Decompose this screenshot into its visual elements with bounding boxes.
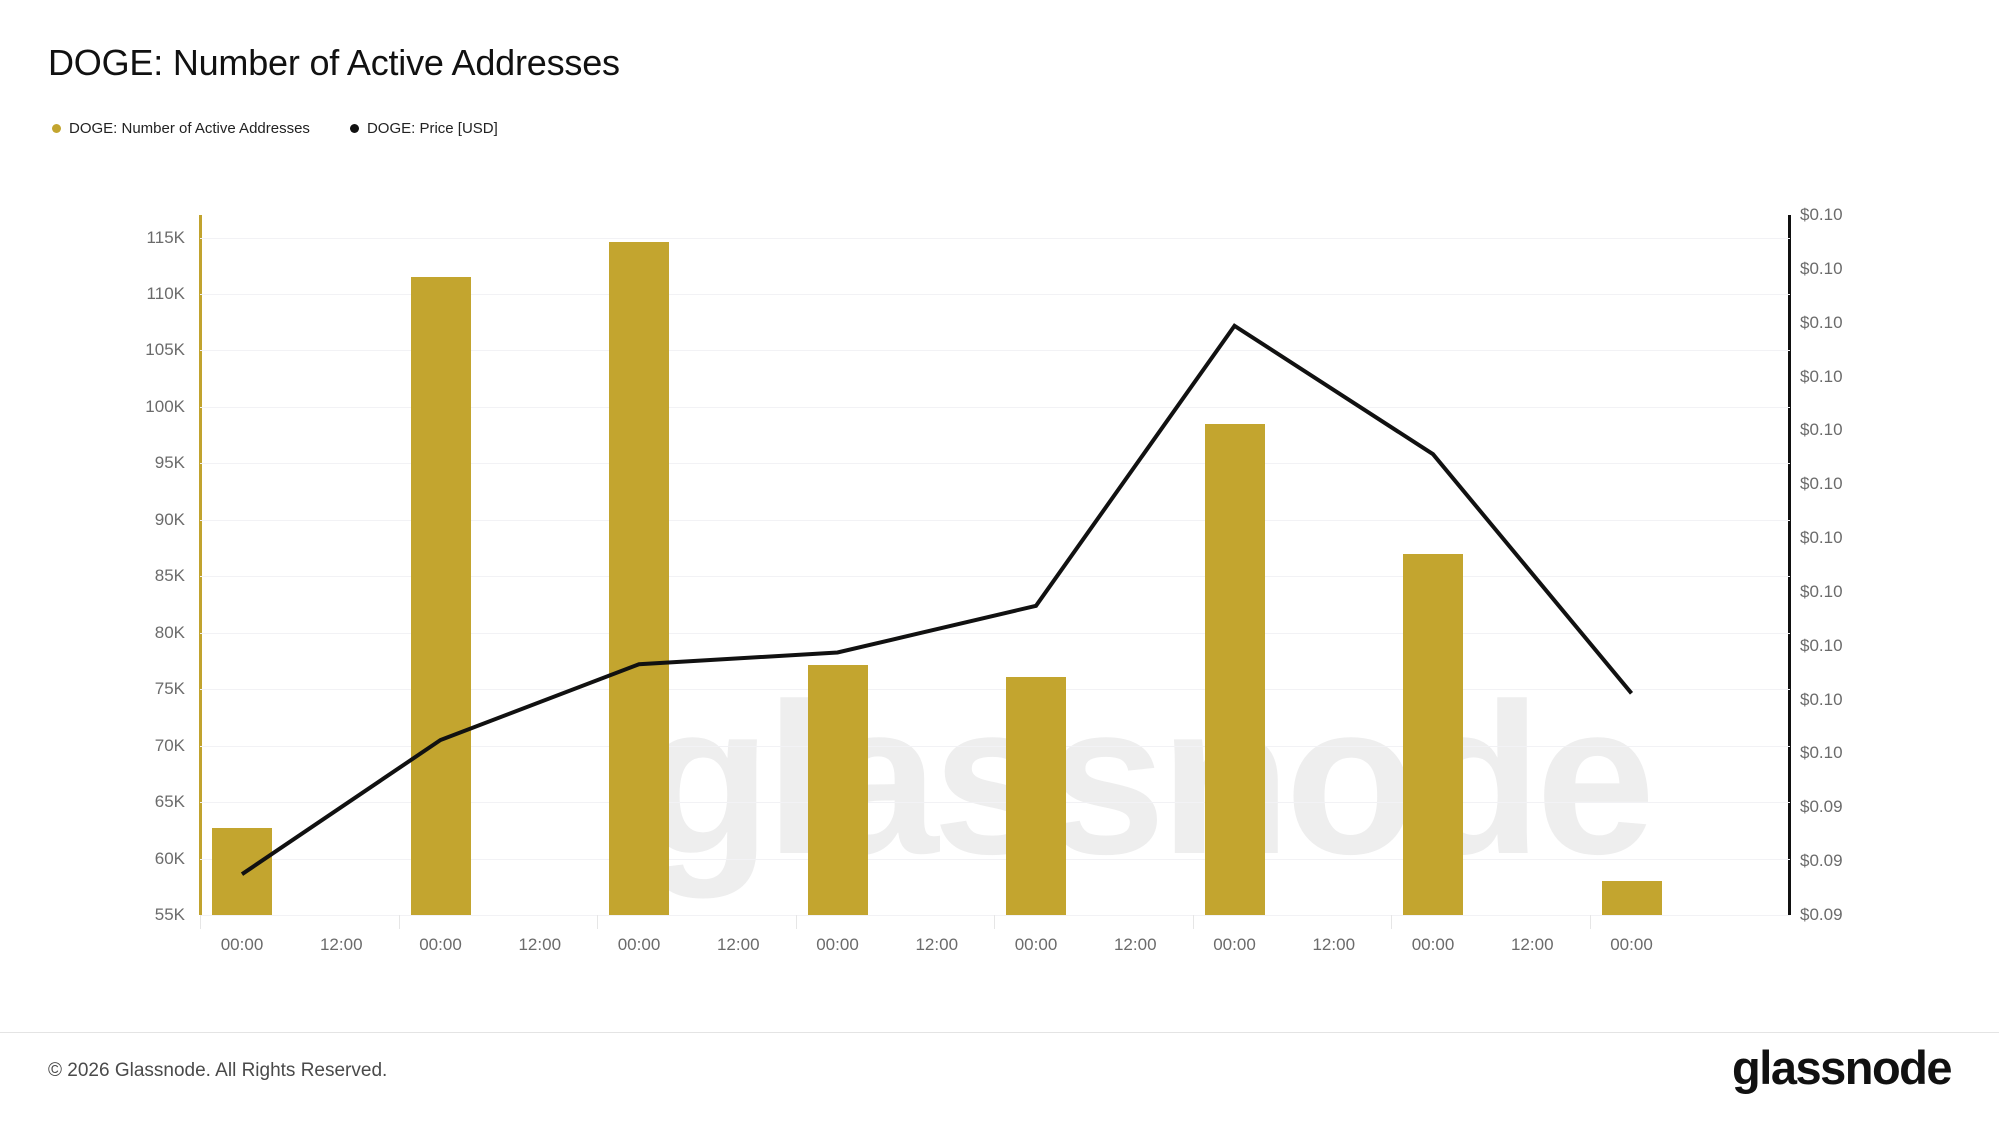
gridline — [200, 915, 1790, 916]
gridline — [200, 237, 1790, 239]
gridline — [200, 294, 1790, 296]
bar[interactable] — [410, 277, 471, 915]
footer-divider — [0, 1032, 1999, 1033]
y-axis-right-tick-label: $0.10 — [1800, 743, 1843, 763]
glassnode-watermark: glassnode — [640, 658, 1655, 899]
x-axis-tick-mark — [597, 915, 598, 929]
x-axis-tick-label: 00:00 — [1411, 935, 1455, 954]
x-axis-tick-mark — [1192, 915, 1194, 929]
bar[interactable] — [609, 242, 669, 915]
bar[interactable] — [1601, 881, 1662, 915]
legend-dot-icon — [349, 124, 359, 133]
x-axis-tick-mark — [1589, 915, 1591, 929]
y-axis-left-tick-label: 75K — [154, 679, 185, 699]
y-axis-right-tick-label: $0.09 — [1800, 905, 1843, 924]
x-axis-tick-label: 00:00 — [220, 935, 264, 954]
x-axis-tick-label: 12:00 — [319, 935, 363, 954]
y-axis-right-tick-label: $0.10 — [1800, 205, 1843, 224]
y-axis-left-tick-label: 65K — [154, 792, 185, 812]
page-title: DOGE: Number of Active Addresses — [48, 42, 620, 83]
y-axis-right-tick-label: $0.10 — [1800, 689, 1843, 709]
bar[interactable] — [807, 665, 868, 915]
x-axis-tick-mark — [1391, 915, 1392, 929]
x-axis-tick-label: 00:00 — [419, 935, 462, 954]
y-axis-right-tick-label: $0.10 — [1800, 366, 1843, 386]
y-axis-left-tick-label: 70K — [154, 735, 185, 755]
y-axis-left-tick-label: 60K — [154, 848, 185, 868]
y-axis-left-tick-label: 55K — [154, 905, 185, 924]
plot-area: glassnode — [200, 215, 1790, 916]
y-axis-right-tick-label: $0.10 — [1800, 420, 1843, 440]
y-axis-left-tick-label: 115K — [146, 227, 185, 247]
legend-item-label: DOGE: Price [USD] — [366, 120, 498, 137]
x-axis-tick-label: 00:00 — [816, 935, 859, 954]
y-axis-right-tick-label: $0.10 — [1800, 581, 1843, 601]
legend-dot-icon — [52, 124, 61, 133]
y-axis-left-tick-label: 85K — [154, 566, 185, 586]
bar[interactable] — [1403, 553, 1463, 915]
x-axis-tick-mark — [398, 915, 400, 929]
y-axis-right-tick-label: $0.10 — [1800, 528, 1843, 548]
copyright-text: © 2026 Glassnode. All Rights Reserved. — [48, 1060, 388, 1081]
x-axis-tick-label: 12:00 — [1312, 935, 1356, 954]
y-axis-right-tick-label: $0.10 — [1800, 312, 1843, 332]
x-axis-tick-label: 12:00 — [1510, 935, 1554, 954]
bar[interactable] — [1006, 676, 1066, 915]
x-axis-tick-label: 12:00 — [716, 935, 760, 954]
x-axis-tick-mark — [200, 915, 201, 929]
y-axis-left-tick-label: 90K — [154, 509, 185, 529]
legend-item-label: DOGE: Number of Active Addresses — [69, 120, 310, 137]
y-axis-left-tick-label: 105K — [145, 340, 185, 360]
y-axis-right-tick-label: $0.10 — [1800, 474, 1843, 494]
bar[interactable] — [212, 828, 272, 915]
x-axis-tick-label: 12:00 — [518, 935, 562, 954]
x-axis-tick-mark — [795, 915, 797, 929]
bar[interactable] — [1204, 423, 1265, 915]
y-axis-right-tick-label: $0.10 — [1800, 635, 1843, 655]
x-axis-tick-label: 12:00 — [915, 935, 959, 954]
y-axis-right-tick-label: $0.09 — [1800, 851, 1843, 871]
y-axis-left-line — [199, 215, 202, 915]
x-axis-tick-label: 00:00 — [1213, 935, 1256, 954]
x-axis-tick-mark — [994, 915, 995, 929]
legend-item-active-addresses[interactable]: DOGE: Number of Active Addresses — [52, 120, 310, 137]
y-axis-left-tick-label: 100K — [145, 396, 185, 416]
y-axis-left-tick-label: 80K — [154, 622, 185, 642]
y-axis-left-tick-label: 110K — [146, 284, 185, 304]
legend-item-price[interactable]: DOGE: Price [USD] — [349, 120, 498, 137]
y-axis-right-tick-label: $0.10 — [1800, 258, 1843, 278]
x-axis-tick-label: 12:00 — [1113, 935, 1157, 954]
x-axis-tick-label: 00:00 — [617, 935, 661, 954]
chart-legend: DOGE: Number of Active Addresses DOGE: P… — [52, 120, 498, 137]
x-axis-tick-label: 00:00 — [1014, 935, 1058, 954]
y-axis-right-line — [1788, 215, 1791, 915]
glassnode-logo: glassnode — [1732, 1041, 1952, 1094]
y-axis-right-tick-label: $0.09 — [1800, 797, 1843, 817]
y-axis-left-tick-label: 95K — [154, 453, 185, 473]
x-axis-tick-label: 00:00 — [1610, 935, 1653, 954]
